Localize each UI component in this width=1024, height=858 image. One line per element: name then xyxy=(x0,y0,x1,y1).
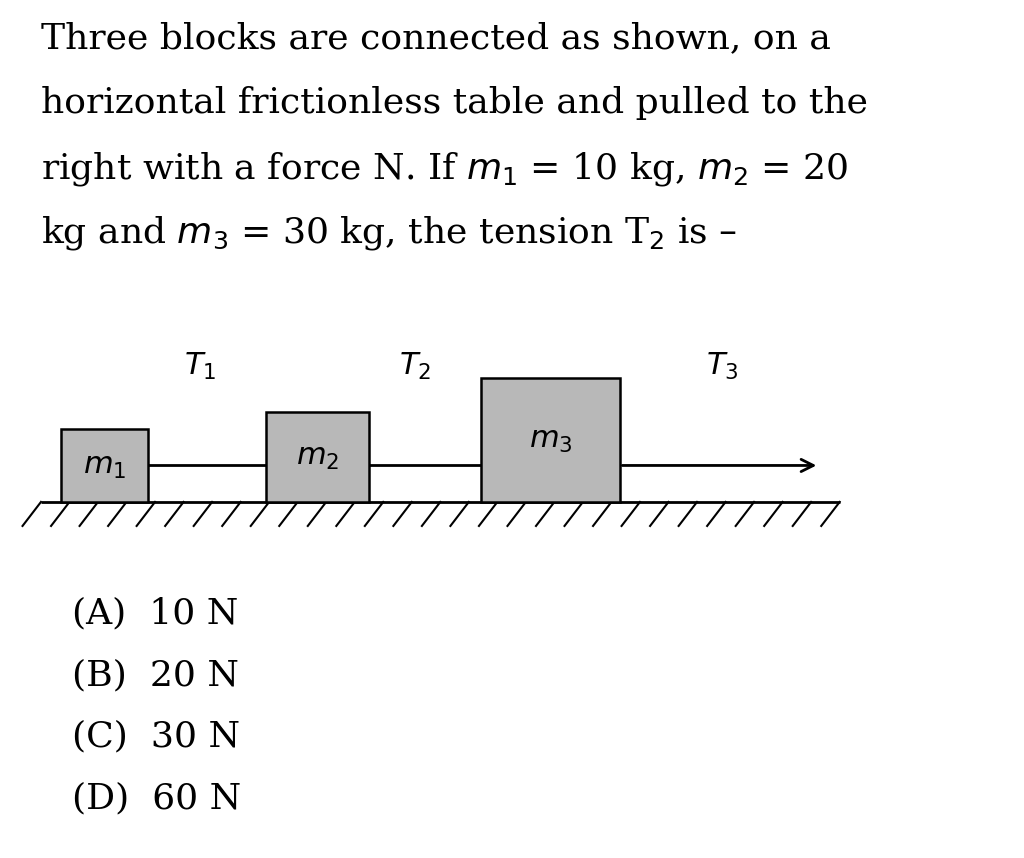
Text: (C)  30 N: (C) 30 N xyxy=(72,720,240,754)
Text: Three blocks are connected as shown, on a: Three blocks are connected as shown, on … xyxy=(41,21,830,56)
Text: kg and $m_3$ = 30 kg, the tension T$_2$ is –: kg and $m_3$ = 30 kg, the tension T$_2$ … xyxy=(41,214,737,252)
Text: (D)  60 N: (D) 60 N xyxy=(72,782,241,816)
Text: $m_3$: $m_3$ xyxy=(528,424,572,456)
Text: (B)  20 N: (B) 20 N xyxy=(72,658,239,692)
Text: right with a force N. If $m_1$ = 10 kg, $m_2$ = 20: right with a force N. If $m_1$ = 10 kg, … xyxy=(41,150,848,188)
Text: $T_3$: $T_3$ xyxy=(706,351,738,382)
Bar xyxy=(61,429,148,502)
Text: $T_1$: $T_1$ xyxy=(183,351,216,382)
Bar xyxy=(481,378,620,502)
Text: $T_2$: $T_2$ xyxy=(398,351,431,382)
Bar xyxy=(266,412,369,502)
Text: (A)  10 N: (A) 10 N xyxy=(72,596,238,631)
Text: $m_2$: $m_2$ xyxy=(296,441,339,473)
Text: horizontal frictionless table and pulled to the: horizontal frictionless table and pulled… xyxy=(41,86,868,120)
Text: $m_1$: $m_1$ xyxy=(83,450,127,481)
